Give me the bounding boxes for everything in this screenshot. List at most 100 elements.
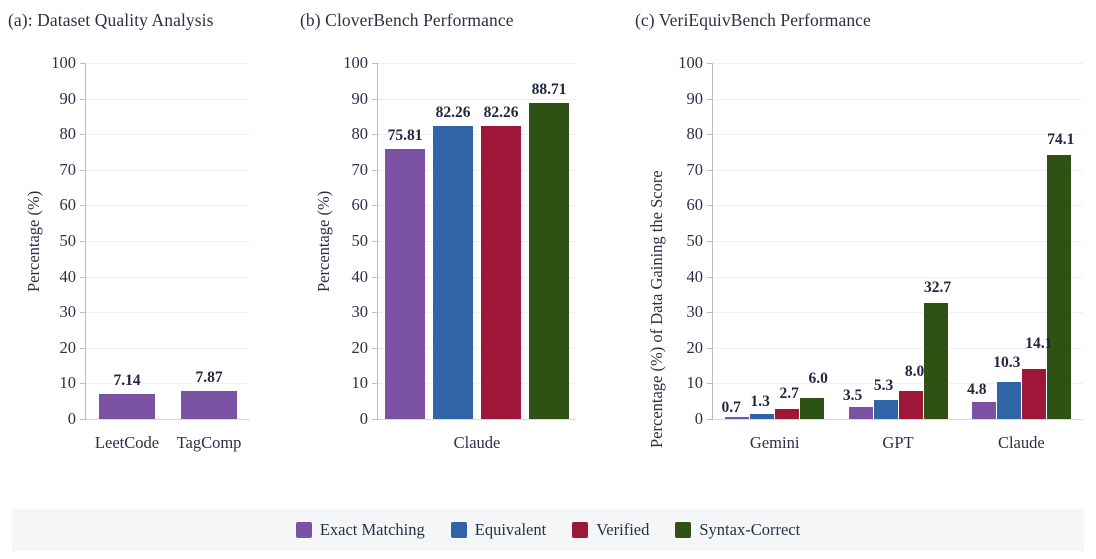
y-axis-tick-label: 50 [59,231,77,250]
panel-c-title: (c) VeriEquivBench Performance [635,10,871,30]
y-axis-tick-label: 60 [686,195,704,215]
y-axis-tick-mark [80,312,86,314]
gridline [86,383,250,385]
legend-item[interactable]: Exact Matching [295,520,425,540]
panel-c-y-axis-title: Percentage (%) of Data Gaining the Score [647,170,666,448]
gridline [713,169,1083,171]
panel-veriequivbench-performance: (c) VeriEquivBench Performance Percentag… [625,0,1096,500]
gridline [86,241,250,242]
y-axis-tick-mark [80,241,86,242]
y-axis-tick-mark [80,134,86,136]
x-axis-tick-label: TagComp [176,433,242,452]
y-axis-tick-mark [372,134,378,136]
y-axis-tick-mark [707,241,713,242]
y-axis-tick-label: 50 [351,231,369,250]
y-axis-tick-mark [372,169,378,171]
bar [873,400,898,419]
y-axis-tick-mark [372,419,378,420]
bar-value-label: 7.87 [195,368,223,386]
gridline [378,205,576,207]
legend-item-label: Syntax-Correct [699,520,801,539]
bar [848,406,873,419]
gridline [713,383,1083,385]
y-axis-tick-label: 80 [59,124,77,144]
gridline [378,276,576,278]
y-axis-tick-label: 30 [686,302,704,322]
bar-value-label: 1.3 [750,393,770,411]
y-axis-tick-label: 80 [351,124,369,144]
gridline [378,312,576,314]
y-axis-tick-mark [80,98,86,100]
y-axis-tick-mark [707,169,713,171]
y-axis-tick-label: 50 [686,231,704,250]
y-axis-tick-label: 20 [59,337,77,357]
gridline [86,419,250,420]
gridline [378,134,576,136]
gridline [713,276,1083,278]
y-axis-tick-label: 40 [59,266,77,286]
bar-value-label: 10.3 [993,354,1021,372]
panel-b-y-axis-title: Percentage (%) [314,190,333,292]
gridline [86,276,250,278]
bar-value-label: 0.7 [721,398,741,416]
panel-a-plot-area [80,63,250,420]
y-axis-tick-label: 40 [686,266,704,286]
bar-value-label: 82.26 [435,104,471,122]
bar [971,401,996,419]
x-axis-tick-label: Claude [453,433,501,452]
gridline [713,312,1083,314]
bar [750,414,775,419]
gridline [378,347,576,349]
panel-a-title: (a): Dataset Quality Analysis [8,10,214,30]
y-axis-tick-label: 100 [51,53,76,72]
panel-cloverbench-performance: (b) CloverBench Performance Percentage (… [290,0,625,500]
gridline [713,98,1083,100]
bar-value-label: 74.1 [1047,131,1075,149]
y-axis-tick-label: 20 [351,337,369,357]
gridline [378,383,576,385]
y-axis-tick-label: 70 [59,159,77,179]
y-axis-tick-mark [372,63,378,64]
bar-value-label: 6.0 [808,369,828,387]
gridline [713,134,1083,136]
x-axis-tick-label: Gemini [749,433,800,452]
y-axis-tick-mark [372,383,378,385]
bar-value-label: 8.0 [904,362,925,380]
y-axis-tick-label: 10 [59,373,77,393]
gridline [86,98,250,100]
legend-item[interactable]: Verified [572,520,649,540]
bar [923,302,948,419]
y-axis-tick-label: 90 [686,88,704,108]
y-axis-tick-label: 60 [59,195,77,215]
y-axis-tick-label: 40 [351,266,369,286]
bar [1046,155,1071,419]
y-axis-tick-mark [80,347,86,349]
bar-value-label: 3.5 [842,386,863,404]
y-axis-tick-mark [80,63,86,64]
y-axis-tick-mark [707,347,713,349]
panel-c-plot-area [707,63,1083,420]
bar-value-label: 75.81 [387,127,423,145]
gridline [378,419,576,420]
y-axis-tick-label: 30 [59,302,77,322]
y-axis-tick-mark [80,169,86,171]
panel-b-plot-area [372,63,576,420]
y-axis-tick-label: 70 [686,159,704,179]
legend-item[interactable]: Equivalent [450,520,546,540]
y-axis-tick-label: 30 [351,302,369,322]
y-axis-tick-mark [707,205,713,207]
legend-swatch-icon [572,522,589,538]
panel-dataset-quality-analysis: (a): Dataset Quality Analysis Percentage… [0,0,290,500]
x-axis-tick-label: Claude [997,433,1045,452]
gridline [713,419,1083,420]
y-axis-tick-mark [372,241,378,242]
y-axis-tick-label: 20 [686,337,704,357]
bar-value-label: 7.14 [113,371,141,389]
panel-a-y-axis-title: Percentage (%) [24,190,43,292]
bar-value-label: 14.1 [1025,334,1053,352]
legend-item[interactable]: Syntax-Correct [675,520,800,540]
bar [775,409,800,419]
y-axis-tick-mark [372,98,378,100]
gridline [378,98,576,100]
y-axis-tick-label: 100 [343,53,368,72]
